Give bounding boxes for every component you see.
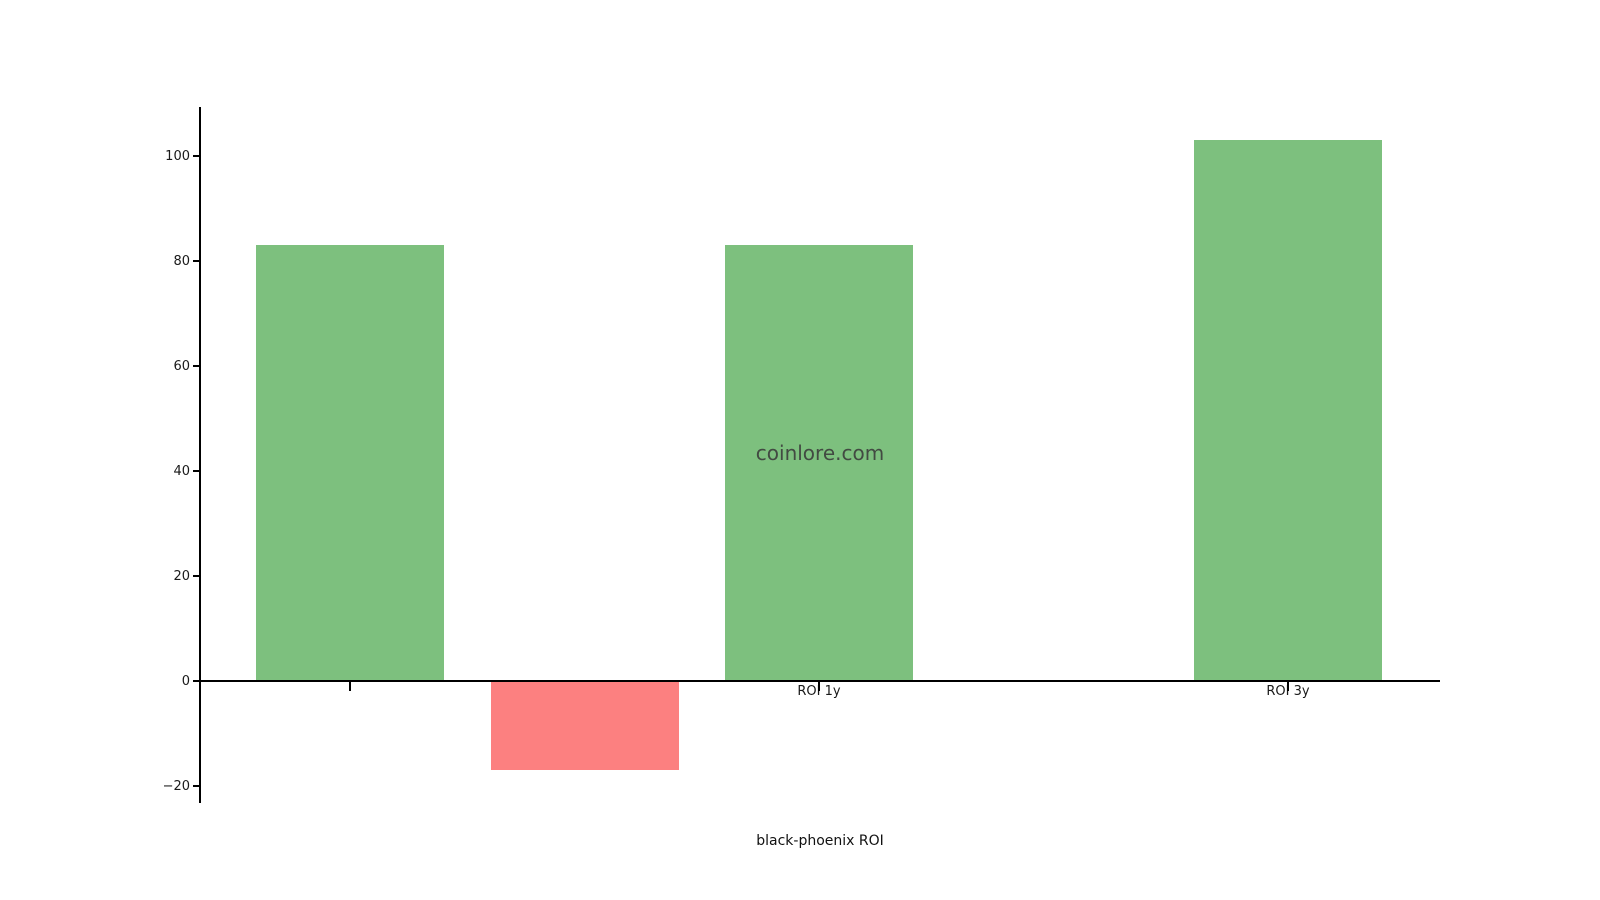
y-tick-mark	[193, 575, 200, 577]
y-tick-label: 0	[181, 673, 190, 689]
y-axis-line	[199, 107, 201, 803]
y-tick-mark	[193, 785, 200, 787]
y-tick-mark	[193, 155, 200, 157]
y-tick-mark	[193, 470, 200, 472]
y-tick-mark	[193, 260, 200, 262]
bar-roi-3y	[1194, 140, 1382, 681]
x-axis-line	[199, 680, 1440, 682]
y-tick-label: 60	[173, 358, 190, 374]
x-tick-label: ROI 3y	[1266, 684, 1310, 699]
x-tick-mark	[349, 681, 352, 691]
bar-slot-1	[490, 681, 679, 771]
bar-roi-1y	[725, 245, 913, 681]
x-tick-label: ROI 1y	[797, 684, 841, 699]
y-tick-label: −20	[162, 778, 190, 794]
y-tick-mark	[193, 365, 200, 367]
chart-title: black-phoenix ROI	[756, 833, 884, 849]
watermark-text: coinlore.com	[755, 441, 885, 465]
y-tick-label: 80	[173, 253, 190, 269]
y-tick-label: 100	[165, 148, 190, 164]
y-tick-mark	[193, 680, 200, 682]
x-tick-mark	[1287, 681, 1290, 691]
x-tick-mark	[818, 681, 821, 691]
y-tick-label: 20	[173, 568, 190, 584]
y-tick-label: 40	[173, 463, 190, 479]
bar-slot-0	[256, 245, 444, 681]
